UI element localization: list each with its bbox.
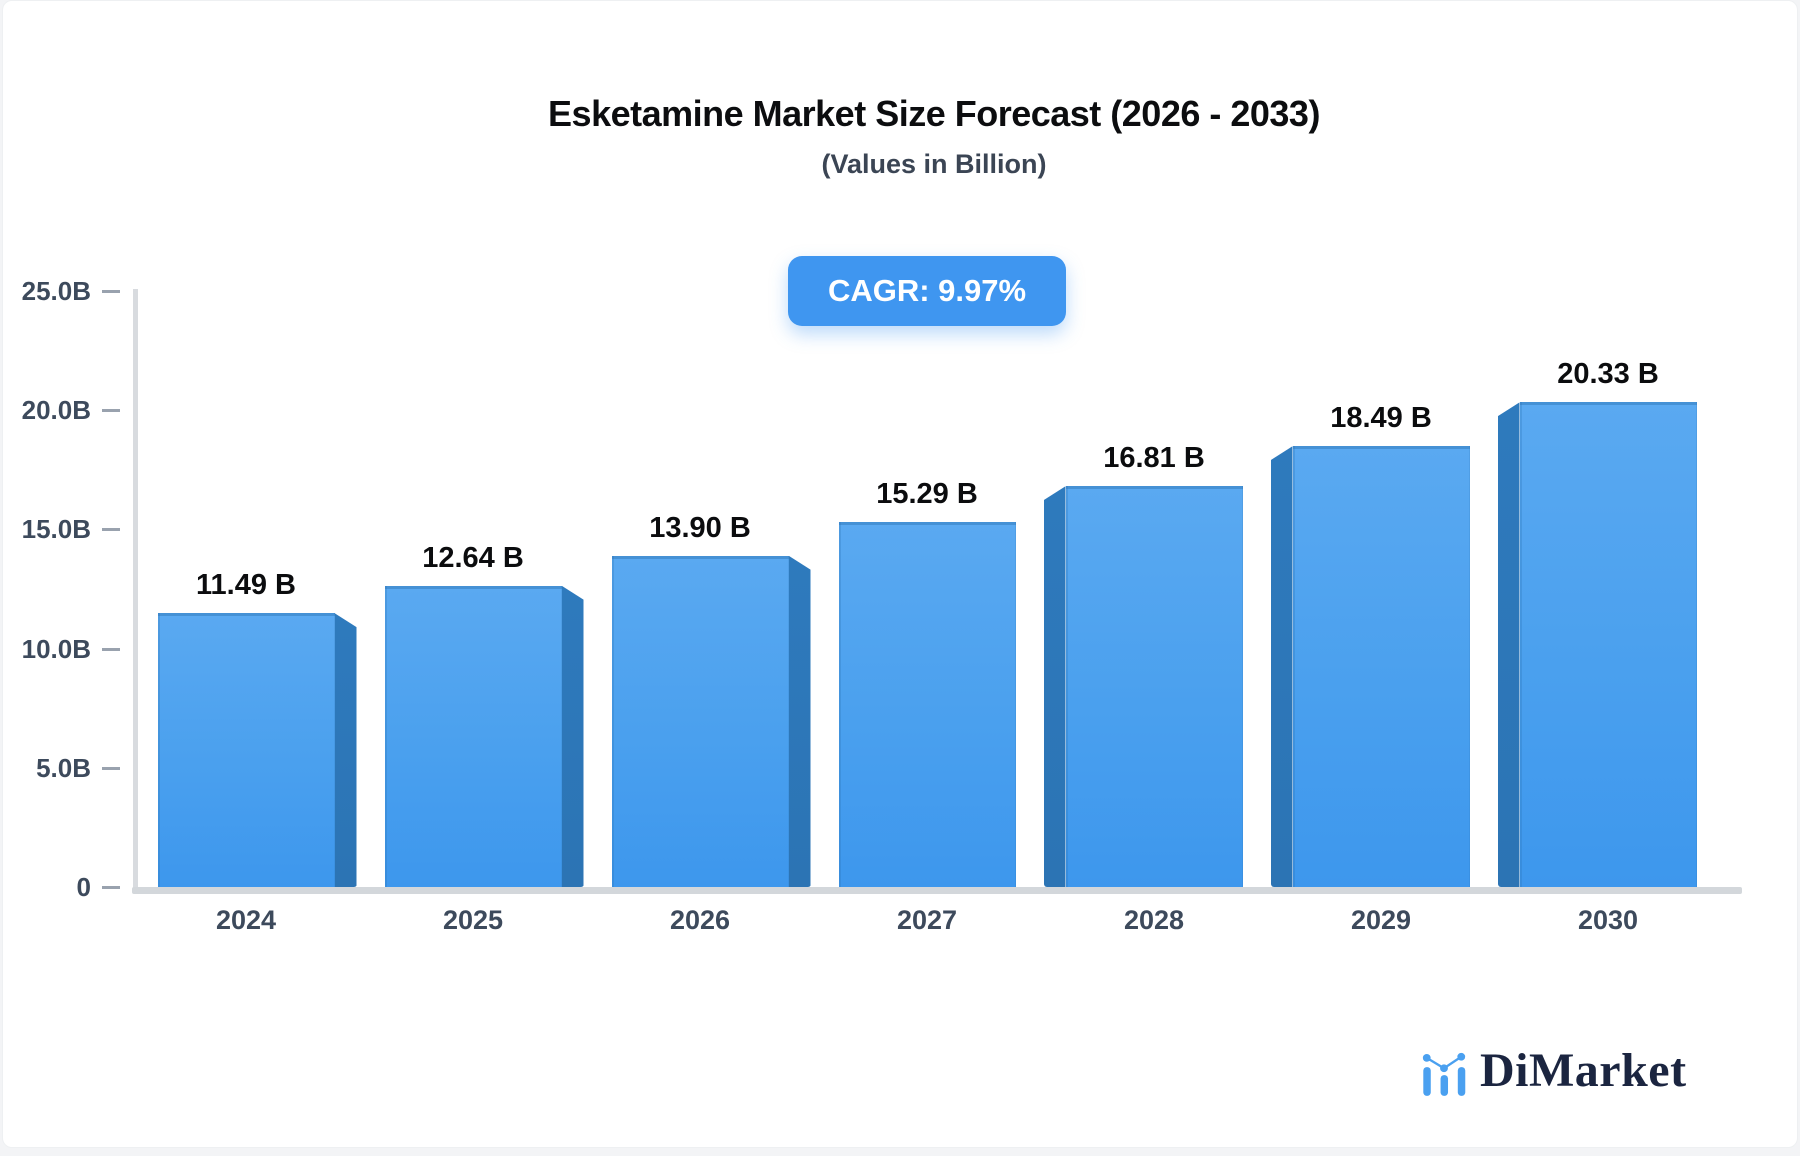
- bar-value-label: 16.81 B: [1103, 442, 1205, 475]
- bar-3d-side: [334, 613, 357, 887]
- y-tick-dash: [102, 766, 120, 770]
- y-tick-label: 0: [76, 872, 91, 902]
- bar-value-label: 15.29 B: [876, 478, 978, 511]
- y-tick-dash: [102, 409, 120, 413]
- brand-logo: DiMarket: [1421, 1037, 1687, 1097]
- y-tick-dash: [102, 647, 120, 651]
- bar-value-label: 11.49 B: [196, 569, 296, 602]
- x-axis-baseline: [132, 887, 1742, 894]
- chart-title: Esketamine Market Size Forecast (2026 - …: [548, 93, 1320, 134]
- y-tick-label: 20.0B: [21, 395, 91, 426]
- bar-3d-side: [1043, 486, 1066, 887]
- y-tick-label: 10.0B: [21, 633, 91, 664]
- x-tick-label: 2024: [215, 905, 277, 935]
- y-tick-label: 25.0B: [21, 276, 91, 306]
- x-tick-label: 2029: [1350, 905, 1412, 935]
- mini-bar-chart-logo-icon: [1422, 1052, 1466, 1096]
- y-axis-line: [133, 289, 138, 889]
- bar-3d-side: [1270, 446, 1293, 887]
- bar-2024: [157, 613, 335, 887]
- bar-2027: [838, 522, 1016, 887]
- y-tick-dash: [102, 886, 120, 889]
- bar-3d-side: [561, 585, 584, 887]
- y-tick-dash: [102, 528, 120, 532]
- y-tick-dash: [102, 290, 120, 293]
- bar-value-label: 18.49 B: [1330, 402, 1432, 435]
- bar-2025: [384, 585, 562, 887]
- x-tick-label: 2027: [896, 905, 958, 935]
- bar-3d-side: [1497, 402, 1520, 887]
- brand-name: DiMarket: [1480, 1044, 1687, 1097]
- cagr-badge: CAGR: 9.97%: [788, 256, 1066, 326]
- bar-2028: [1065, 486, 1243, 887]
- bar-value-label: 13.90 B: [649, 511, 751, 544]
- bar-value-label: 12.64 B: [422, 541, 524, 574]
- bar-2029: [1292, 446, 1470, 887]
- x-tick-label: 2030: [1577, 905, 1639, 935]
- y-tick-label: 15.0B: [21, 514, 91, 545]
- x-tick-label: 2026: [669, 905, 731, 935]
- bar-2026: [611, 555, 789, 887]
- bar-3d-side: [788, 555, 811, 887]
- x-tick-label: 2025: [442, 905, 504, 935]
- chart-subtitle: (Values in Billion): [821, 149, 1047, 179]
- bar-2030: [1519, 402, 1697, 887]
- x-tick-label: 2028: [1123, 905, 1185, 935]
- y-tick-label: 5.0B: [36, 752, 91, 783]
- bar-value-label: 20.33 B: [1557, 358, 1659, 391]
